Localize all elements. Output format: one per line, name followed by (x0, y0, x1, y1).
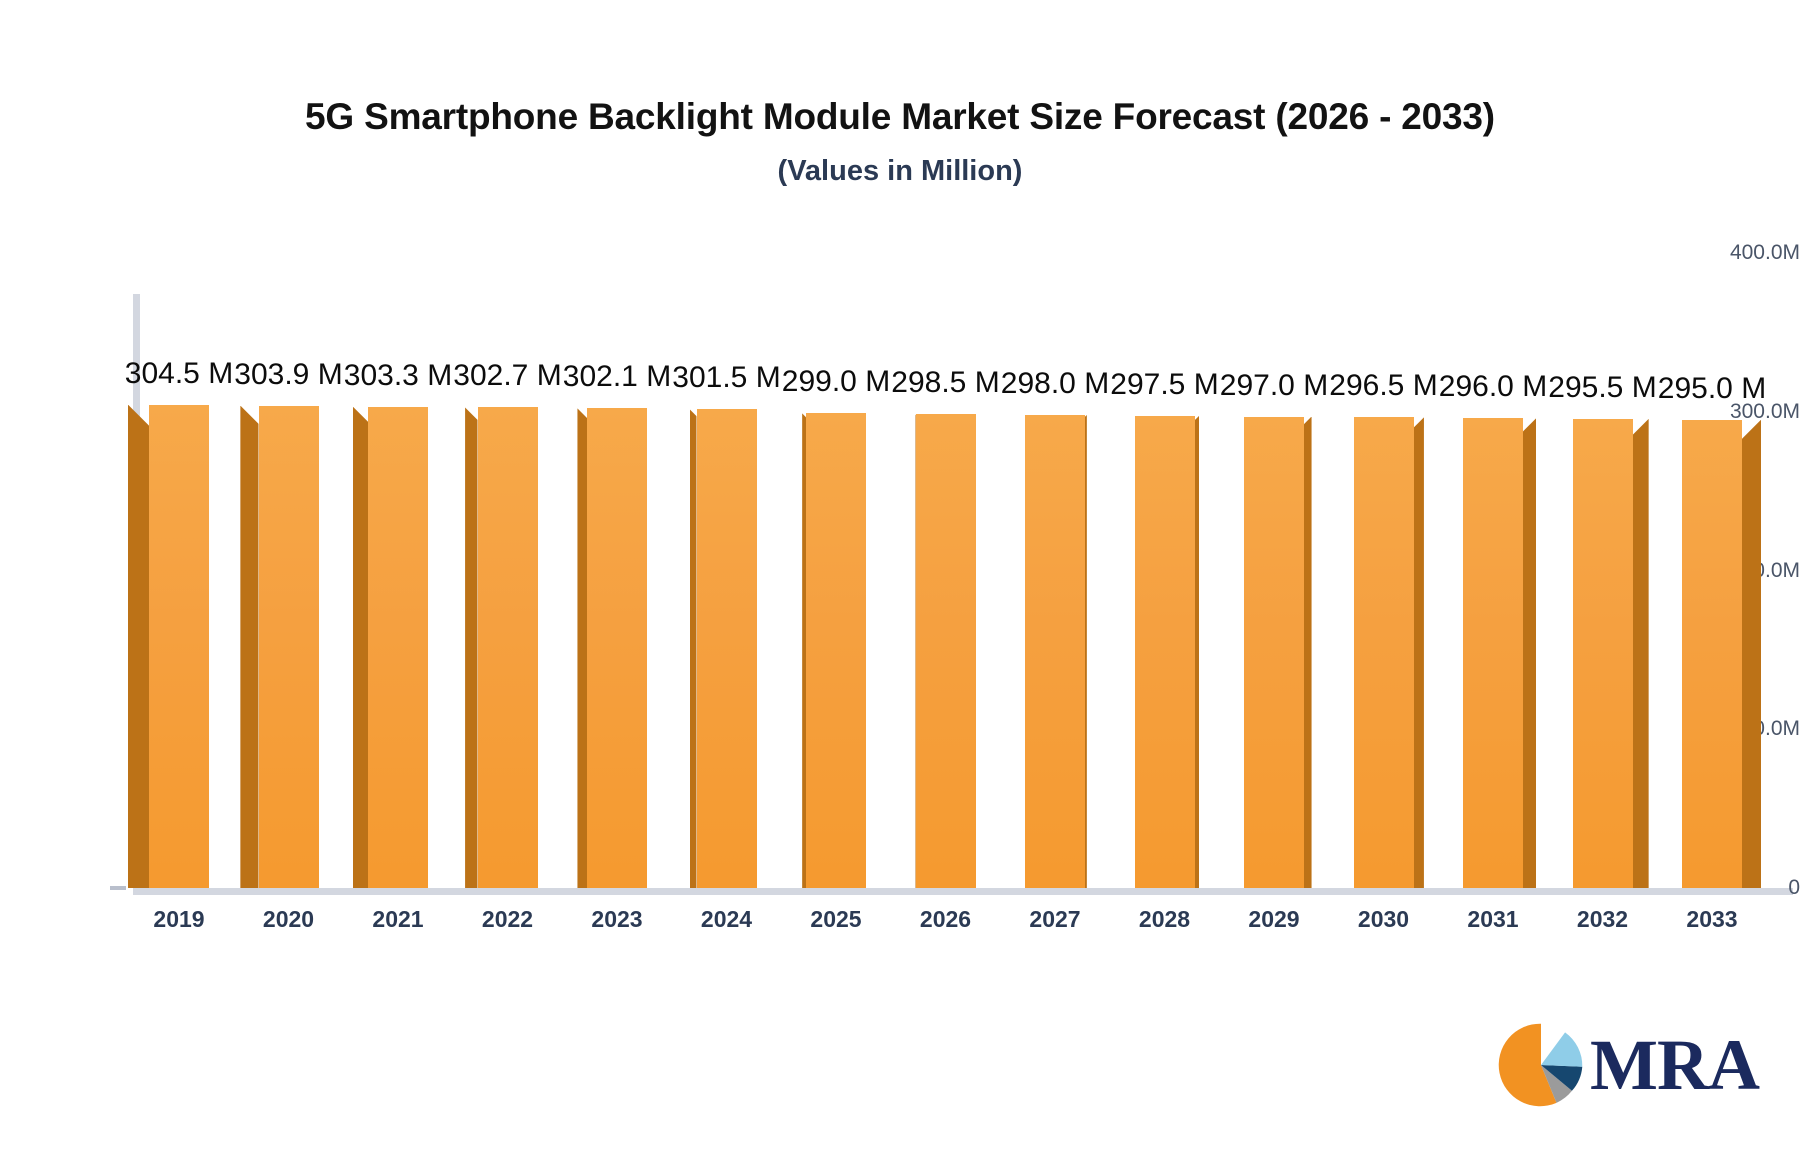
bar-front-face (1463, 418, 1523, 888)
page-title: 5G Smartphone Backlight Module Market Si… (305, 96, 1495, 137)
bar-front-face (477, 407, 538, 888)
bar-value-label: 297.5 M (1110, 367, 1219, 401)
bar-value-label: 299.0 M (781, 365, 891, 399)
bar-side-face (465, 407, 478, 888)
bar-side-face (1632, 418, 1649, 888)
bar-front-face (1353, 417, 1414, 888)
bar-side-face (1304, 416, 1312, 888)
x-axis-tick-label: 2031 (1467, 906, 1519, 932)
logo-wordmark: MRA (1590, 1025, 1760, 1105)
x-axis-tick-label: 2024 (700, 906, 753, 932)
y-axis-tick-label: 0 (1788, 876, 1800, 899)
bar-front-face (368, 406, 428, 888)
bar-value-label: 295.0 M (1657, 371, 1767, 405)
bar-front-face (1572, 418, 1633, 888)
bar-side-face (1742, 419, 1761, 888)
bar-side-face (914, 414, 916, 888)
y-axis-tick-mark (110, 886, 126, 890)
x-axis-tick-label: 2029 (1248, 906, 1300, 932)
bar-front-face (1134, 415, 1195, 888)
x-axis-tick-label: 2023 (591, 906, 643, 932)
x-axis-tick-label: 2021 (372, 906, 424, 932)
y-axis-tick-label: 400.0M (1729, 241, 1800, 264)
x-axis-tick-label: 2022 (481, 906, 534, 932)
bar-value-label: 304.5 M (124, 356, 234, 390)
chart-subtitle: (Values in Million) (777, 154, 1023, 187)
x-axis-tick-label: 2019 (153, 906, 205, 932)
bar-front-face (258, 405, 319, 888)
bar-front-face (915, 414, 976, 888)
x-axis-tick-label: 2032 (1576, 906, 1629, 932)
bar-front-face (696, 409, 757, 888)
x-axis-tick-label: 2033 (1686, 906, 1738, 932)
title-block: 5G Smartphone Backlight Module Market Si… (0, 96, 1800, 188)
bar-front-face (1244, 416, 1304, 888)
bar-front-face (1682, 419, 1742, 888)
x-axis-tick-label: 2025 (810, 906, 862, 932)
bar-value-label: 296.0 M (1438, 370, 1548, 404)
bar-value-label: 296.5 M (1329, 369, 1438, 403)
x-axis-tick-label: 2028 (1138, 906, 1191, 932)
bar-side-face (577, 408, 587, 888)
x-axis-tick-label: 2027 (1029, 906, 1081, 932)
x-axis-tick-label: 2026 (919, 906, 972, 932)
x-axis-tick-label: 2030 (1357, 906, 1410, 932)
pie-chart-icon (1498, 1023, 1583, 1107)
y-axis-tick-label: 300.0M (1729, 399, 1800, 423)
bar-value-label: 298.5 M (891, 366, 1000, 400)
bar-side-face (1413, 417, 1424, 888)
bar-side-face (689, 409, 697, 888)
bar-value-label: 302.1 M (562, 360, 672, 394)
bar-front-face (1025, 414, 1085, 888)
bar-value-label: 303.9 M (234, 357, 343, 391)
bar-front-face (587, 408, 647, 888)
bar-value-label: 297.0 M (1219, 368, 1329, 402)
bar-side-face (802, 413, 806, 888)
bar-side-face (240, 405, 259, 888)
bar-value-label: 301.5 M (672, 361, 781, 395)
x-axis-line (133, 888, 1793, 895)
bar-value-label: 303.3 M (343, 358, 453, 392)
bar-side-face (352, 406, 368, 888)
bar-side-face (1085, 414, 1087, 888)
bar-side-face (1194, 415, 1200, 888)
bar-side-face (128, 404, 149, 888)
mra-logo: MRA (1498, 1022, 1760, 1108)
bar-value-label: 298.0 M (1000, 366, 1110, 400)
bar-front-face (149, 404, 209, 888)
x-axis-tick-label: 2020 (262, 906, 315, 932)
bar-value-label: 302.7 M (453, 359, 562, 393)
bar-value-label: 295.5 M (1548, 370, 1657, 404)
bar-side-face (1523, 418, 1537, 888)
bar-front-face (806, 413, 866, 888)
